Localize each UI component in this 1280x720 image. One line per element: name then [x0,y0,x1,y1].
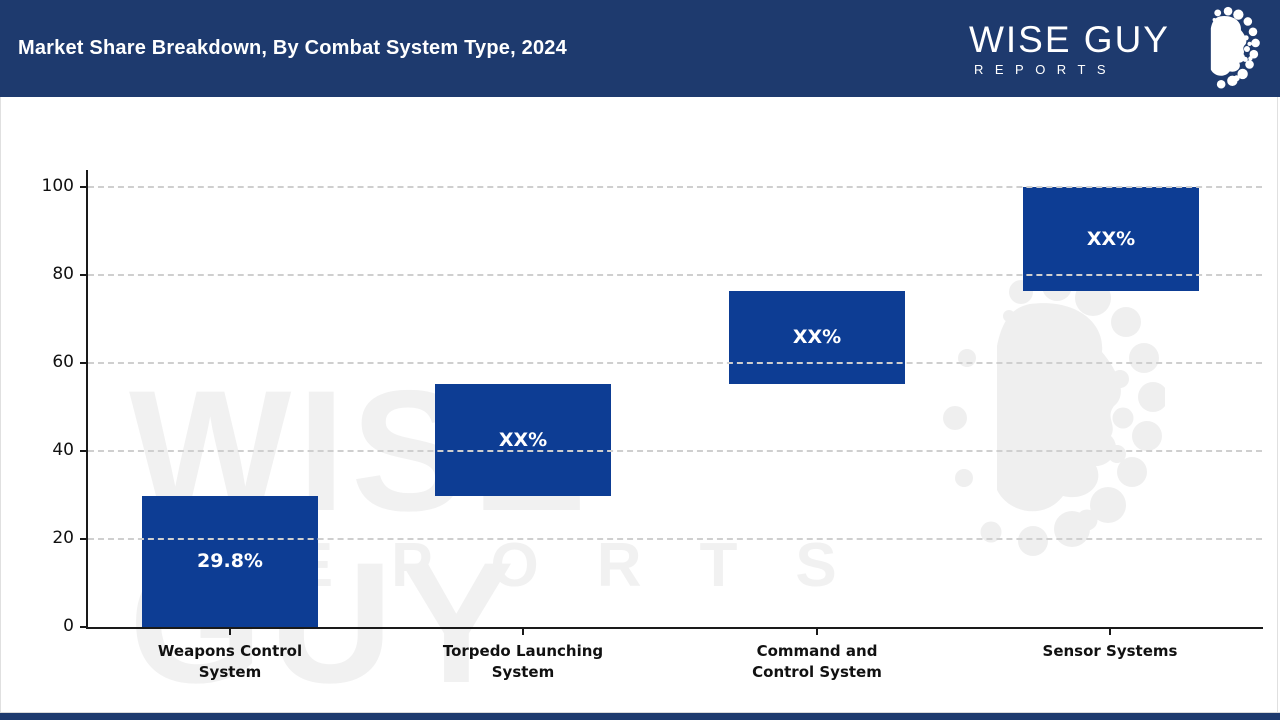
y-tick-mark [80,450,86,452]
y-tick-label: 60 [52,352,74,372]
y-tick-mark [80,186,86,188]
footer-bar [0,713,1280,720]
gridline-100 [88,186,1262,188]
bar-weapons-control-system: 29.8% [142,495,318,627]
y-tick-mark [80,626,86,628]
category-label-command-and-control-system: Command and Control System [687,641,947,683]
gridline-80 [88,274,1262,276]
gridline-20 [88,538,1262,540]
logo-text: WISE GUY REPORTS [969,21,1170,77]
y-tick-label: 100 [41,176,74,196]
category-line: Control System [752,663,882,681]
wise-guy-logo: WISE GUY REPORTS [969,6,1260,92]
category-line: Weapons Control [157,642,303,660]
header: Market Share Breakdown, By Combat System… [0,0,1280,97]
category-label-weapons-control-system: Weapons Control System [100,641,360,683]
category-line: System [491,663,555,681]
logo-face-icon [1210,6,1260,89]
x-tick-mark [1109,629,1111,635]
logo-wordmark: WISE GUY [968,18,1170,60]
y-tick-mark [80,274,86,276]
x-tick-mark [229,629,231,635]
y-axis-line [86,170,88,629]
bottom-hairline [0,712,1280,713]
bar-sensor-systems: XX% [1023,187,1199,291]
y-tick-label: 40 [52,440,74,460]
bar-value-label: XX% [1086,227,1136,250]
y-tick-label: 20 [52,528,74,548]
category-line: Torpedo Launching [442,642,604,660]
x-tick-mark [816,629,818,635]
y-tick-mark [80,538,86,540]
gridline-40 [88,450,1262,452]
y-tick-label: 80 [52,264,74,284]
category-line: System [198,663,262,681]
category-label-sensor-systems: Sensor Systems [980,641,1240,662]
chart-title: Market Share Breakdown, By Combat System… [18,37,567,59]
bar-command-and-control-system: XX% [729,290,905,385]
x-axis-line [86,627,1263,629]
category-label-torpedo-launching-system: Torpedo Launching System [393,641,653,683]
category-line: Sensor Systems [1042,642,1178,660]
y-tick-label: 0 [63,616,74,636]
x-tick-mark [522,629,524,635]
category-line: Command and [756,642,878,660]
bar-torpedo-launching-system: XX% [435,384,611,496]
bar-value-label: XX% [792,326,842,349]
logo-tagline: REPORTS [973,61,1118,77]
gridline-60 [88,362,1262,364]
bar-value-label: XX% [498,428,548,451]
bar-value-label: 29.8% [197,550,263,573]
y-tick-mark [80,362,86,364]
